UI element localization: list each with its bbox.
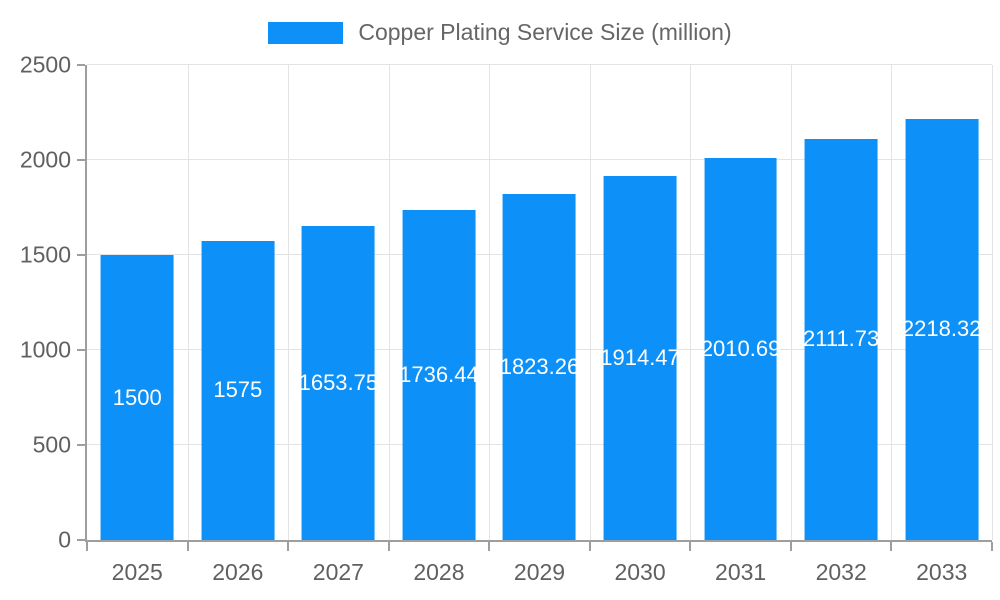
- x-axis-tick: [86, 542, 88, 551]
- bar-slot: 1914.47: [590, 65, 691, 540]
- x-axis-tick: [287, 542, 290, 551]
- bar-slot: 2111.73: [791, 65, 892, 540]
- x-axis-label: 2025: [111, 559, 163, 585]
- bar[interactable]: 2010.69: [701, 157, 780, 540]
- bar-slot: 2218.32: [891, 65, 992, 540]
- x-axis-label: 2031: [715, 559, 767, 585]
- y-axis-tick: [77, 159, 85, 161]
- bar-value-label: 1575: [213, 377, 263, 403]
- x-axis-label: 2033: [916, 559, 968, 585]
- x-axis-tick: [789, 542, 792, 551]
- gridline-vertical: [690, 65, 692, 540]
- x-axis-tick: [186, 542, 189, 551]
- y-axis-tick: [77, 349, 85, 351]
- bar-slot: 2010.69: [690, 65, 791, 540]
- bar-slot: 1653.75: [288, 65, 389, 540]
- bar[interactable]: 2111.73: [803, 138, 880, 540]
- legend-swatch: [268, 21, 344, 44]
- x-axis-label: 2028: [413, 559, 465, 585]
- bar-slot: 1500: [87, 65, 188, 540]
- gridline-vertical: [187, 65, 189, 540]
- bar[interactable]: 1736.44: [399, 210, 479, 540]
- y-axis-label: 1000: [19, 336, 71, 363]
- x-axis-label: 2032: [815, 559, 867, 585]
- bar-value-label: 2218.32: [901, 316, 982, 342]
- gridline-vertical: [288, 65, 290, 540]
- bar-value-label: 1653.75: [298, 369, 379, 395]
- bar-slot: 1736.44: [389, 65, 490, 540]
- gridline-vertical: [589, 65, 591, 540]
- bar-value-label: 1823.26: [499, 353, 580, 379]
- bar-value-label: 1736.44: [399, 362, 479, 388]
- y-axis-tick: [77, 539, 85, 541]
- gridline-horizontal: [87, 159, 992, 160]
- bar[interactable]: 1575: [201, 240, 275, 540]
- bar[interactable]: 1653.75: [299, 225, 378, 540]
- legend-item[interactable]: Copper Plating Service Size (million): [0, 21, 1000, 44]
- gridline-vertical: [388, 65, 390, 540]
- y-axis-label: 2500: [19, 51, 71, 78]
- plot-area: 0 500 1000 1500 2000 2500 1500 2025 1575 2026 1653…: [20, 53, 993, 584]
- x-axis-tick: [588, 542, 591, 551]
- bar-slot: 1823.26: [489, 65, 590, 540]
- gridline-vertical: [489, 65, 491, 540]
- x-axis-label: 2027: [312, 559, 364, 585]
- x-axis-tick: [890, 542, 893, 551]
- x-axis-label: 2029: [513, 559, 566, 585]
- y-axis-label: 2000: [19, 146, 71, 173]
- legend-label: Copper Plating Service Size (million): [358, 19, 732, 45]
- y-axis-tick: [77, 444, 85, 446]
- bar[interactable]: 1500: [100, 255, 174, 540]
- y-axis-label: 500: [32, 431, 71, 458]
- x-axis-tick: [488, 542, 491, 551]
- bar[interactable]: 2218.32: [902, 118, 981, 540]
- x-axis-tick: [387, 542, 390, 551]
- x-axis-tick: [689, 542, 692, 551]
- gridline-vertical: [992, 65, 993, 540]
- bar-value-label: 1500: [112, 384, 162, 410]
- gridline-horizontal: [87, 64, 992, 65]
- x-axis-tick: [991, 542, 993, 551]
- bar-value-label: 2010.69: [700, 335, 781, 361]
- bar-value-label: 1914.47: [600, 345, 680, 371]
- y-axis-label: 1500: [19, 241, 71, 268]
- gridline-vertical: [790, 65, 792, 540]
- y-axis-tick: [77, 64, 85, 66]
- bar[interactable]: 1914.47: [600, 176, 680, 540]
- x-axis-label: 2026: [212, 559, 264, 585]
- bar[interactable]: 1823.26: [500, 193, 579, 540]
- x-axis-label: 2030: [614, 559, 666, 585]
- gridline-vertical: [891, 65, 893, 540]
- y-axis-tick: [77, 254, 85, 256]
- bar-value-label: 2111.73: [803, 326, 880, 352]
- y-axis-label: 0: [58, 526, 71, 553]
- bar-slot: 1575: [188, 65, 289, 540]
